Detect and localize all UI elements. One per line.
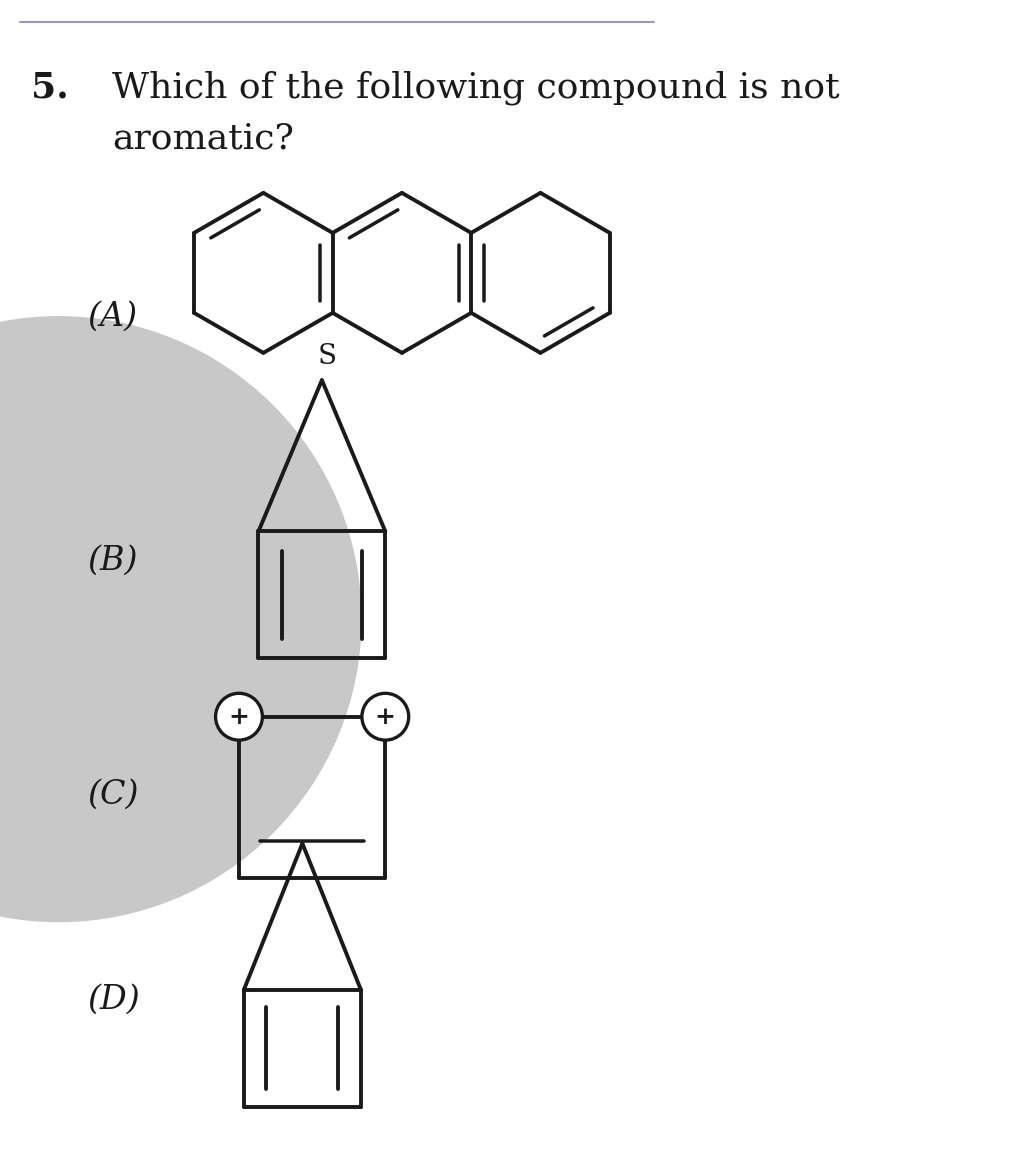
Text: 5.: 5. [31, 71, 69, 105]
Circle shape [0, 317, 360, 922]
Circle shape [216, 693, 262, 740]
Text: S: S [317, 343, 336, 370]
Text: (A): (A) [88, 301, 138, 333]
Circle shape [361, 693, 409, 740]
Text: +: + [375, 705, 395, 728]
Text: (D): (D) [88, 984, 140, 1015]
Text: Which of the following compound is not: Which of the following compound is not [113, 71, 840, 105]
Text: (C): (C) [88, 779, 139, 810]
Text: (B): (B) [88, 545, 138, 576]
Text: +: + [228, 705, 250, 728]
Text: aromatic?: aromatic? [113, 122, 294, 156]
